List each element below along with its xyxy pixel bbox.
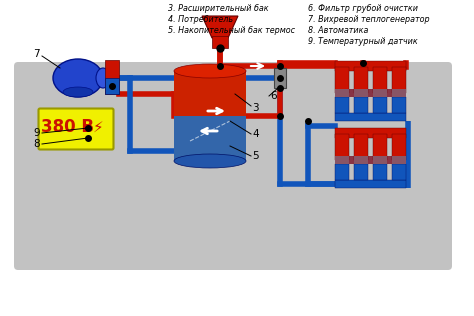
Bar: [174, 71, 246, 116]
Text: 7. Вихревой теплогенератор: 7. Вихревой теплогенератор: [308, 15, 429, 24]
Text: 3. Расширительный бак: 3. Расширительный бак: [168, 4, 269, 13]
Text: 9. Температурный датчик: 9. Температурный датчик: [308, 37, 418, 46]
Text: 3: 3: [252, 103, 259, 113]
Bar: [174, 116, 246, 161]
Bar: [392, 89, 406, 97]
Bar: [335, 67, 349, 93]
Text: 8. Автоматика: 8. Автоматика: [308, 26, 368, 35]
Bar: [354, 97, 368, 113]
Bar: [335, 61, 406, 71]
Bar: [212, 36, 228, 48]
Polygon shape: [202, 16, 238, 38]
Bar: [373, 134, 387, 160]
Bar: [335, 180, 406, 188]
Ellipse shape: [174, 154, 246, 168]
Text: 6: 6: [270, 91, 277, 101]
Bar: [392, 134, 406, 160]
Bar: [392, 164, 406, 180]
Bar: [373, 67, 387, 93]
Bar: [373, 164, 387, 180]
Text: 4. Потребитель: 4. Потребитель: [168, 15, 233, 24]
FancyBboxPatch shape: [14, 62, 452, 270]
Bar: [373, 89, 387, 97]
Bar: [335, 134, 349, 160]
Text: 5. Накопительный бак термос: 5. Накопительный бак термос: [168, 26, 295, 35]
Bar: [335, 156, 406, 164]
Bar: [335, 128, 406, 138]
Bar: [335, 97, 349, 113]
Ellipse shape: [174, 64, 246, 78]
Text: 4: 4: [252, 129, 259, 139]
Bar: [354, 156, 368, 164]
Bar: [354, 67, 368, 93]
Ellipse shape: [53, 59, 103, 97]
Text: 9: 9: [33, 128, 40, 138]
Bar: [373, 97, 387, 113]
Ellipse shape: [63, 87, 93, 97]
Bar: [335, 164, 349, 180]
Text: 6. Фильтр грубой очистки: 6. Фильтр грубой очистки: [308, 4, 418, 13]
Ellipse shape: [96, 68, 110, 88]
Bar: [105, 60, 119, 94]
Bar: [392, 97, 406, 113]
Text: 7: 7: [33, 49, 40, 59]
FancyBboxPatch shape: [38, 108, 113, 149]
Bar: [392, 156, 406, 164]
Text: 8: 8: [33, 139, 40, 149]
Text: 380 В: 380 В: [42, 118, 94, 136]
Bar: [335, 89, 406, 97]
Bar: [274, 68, 286, 88]
Bar: [354, 89, 368, 97]
Bar: [354, 134, 368, 160]
Bar: [335, 89, 349, 97]
Bar: [105, 78, 119, 94]
Text: 5: 5: [252, 151, 259, 161]
Bar: [354, 164, 368, 180]
Bar: [335, 113, 406, 121]
Bar: [392, 67, 406, 93]
Bar: [335, 156, 349, 164]
Bar: [373, 156, 387, 164]
Text: ⚡: ⚡: [92, 119, 103, 135]
